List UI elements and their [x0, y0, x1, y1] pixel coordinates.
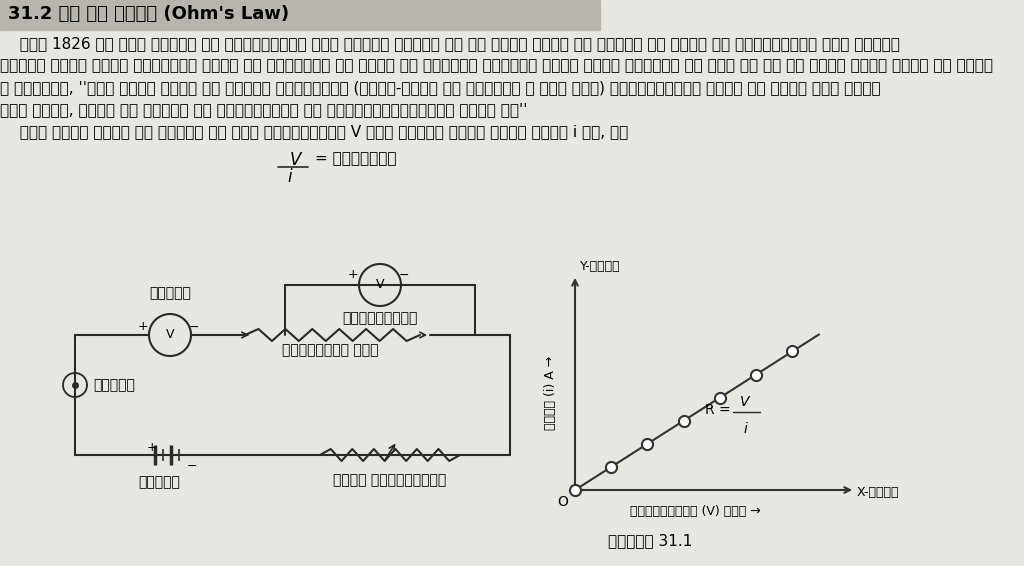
- Text: Y-अक्ष: Y-अक्ष: [580, 260, 621, 273]
- Text: ाली धारा, चालक के सिरों के विभवान्तर के अनुक्रमानुपाती होती है'': ाली धारा, चालक के सिरों के विभवान्तर के …: [0, 102, 527, 117]
- Text: = नियतांक: = नियतांक: [315, 152, 396, 166]
- Text: +: +: [137, 320, 148, 333]
- Text: वाहित होने वाली विद्युत धारा का सम्बन्ध एक नियम के द्वारा व्यक्त किया जिसे उन्ही: वाहित होने वाली विद्युत धारा का सम्बन्ध …: [0, 58, 993, 73]
- Text: −: −: [188, 320, 200, 333]
- Text: बैटरी: बैटरी: [138, 475, 180, 489]
- Text: प्रतिरोध तार: प्रतिरोध तार: [282, 343, 378, 357]
- Text: यदि किसी चालक के सिरों पर लगा विभवान्तर V तथा उसमें बहने वाली धारा i हो, तब: यदि किसी चालक के सिरों पर लगा विभवान्तर …: [10, 124, 629, 139]
- Text: R =: R =: [705, 403, 731, 417]
- Text: धारा नियन्त्रक: धारा नियन्त्रक: [334, 473, 446, 487]
- Text: कुंजी: कुंजी: [93, 378, 135, 392]
- Text: वोल्टमीटर: वोल्टमीटर: [342, 311, 418, 325]
- Text: 31.2 ओम का नियम (Ohm's Law): 31.2 ओम का नियम (Ohm's Law): [8, 5, 289, 23]
- Text: धारा (i) A →: धारा (i) A →: [544, 356, 556, 430]
- Bar: [0, 0, 600, 30]
- Text: क अनुसार, ''यदि किसी चालक की भौतिक अवस्थाएँ (जैसे-चालक का पदार्थ व ताप आदि) अपरि: क अनुसार, ''यदि किसी चालक की भौतिक अवस्थ…: [0, 80, 881, 95]
- Text: चित्र 31.1: चित्र 31.1: [608, 533, 692, 548]
- Text: i: i: [288, 168, 292, 186]
- Text: सन् 1826 ई० में जर्मन के वैज्ञानिक डॉ० जार्ज साइमन ओम ने किसी चालक के सिरों पर ल: सन् 1826 ई० में जर्मन के वैज्ञानिक डॉ० ज…: [10, 36, 900, 51]
- Polygon shape: [63, 373, 87, 397]
- Text: V: V: [290, 151, 301, 169]
- Text: V: V: [376, 278, 384, 291]
- Text: X-अक्ष: X-अक्ष: [857, 486, 899, 499]
- Text: +: +: [147, 441, 158, 454]
- Text: V: V: [166, 328, 174, 341]
- Text: −: −: [187, 460, 198, 473]
- Text: +: +: [348, 268, 358, 281]
- Text: i: i: [743, 422, 746, 436]
- Text: विभवान्तर (V) में →: विभवान्तर (V) में →: [630, 505, 761, 518]
- Text: अमीटर: अमीटर: [150, 286, 190, 300]
- Polygon shape: [150, 314, 191, 356]
- Text: O: O: [557, 495, 568, 509]
- Text: V: V: [740, 395, 750, 409]
- Polygon shape: [359, 264, 401, 306]
- Text: −: −: [398, 268, 410, 281]
